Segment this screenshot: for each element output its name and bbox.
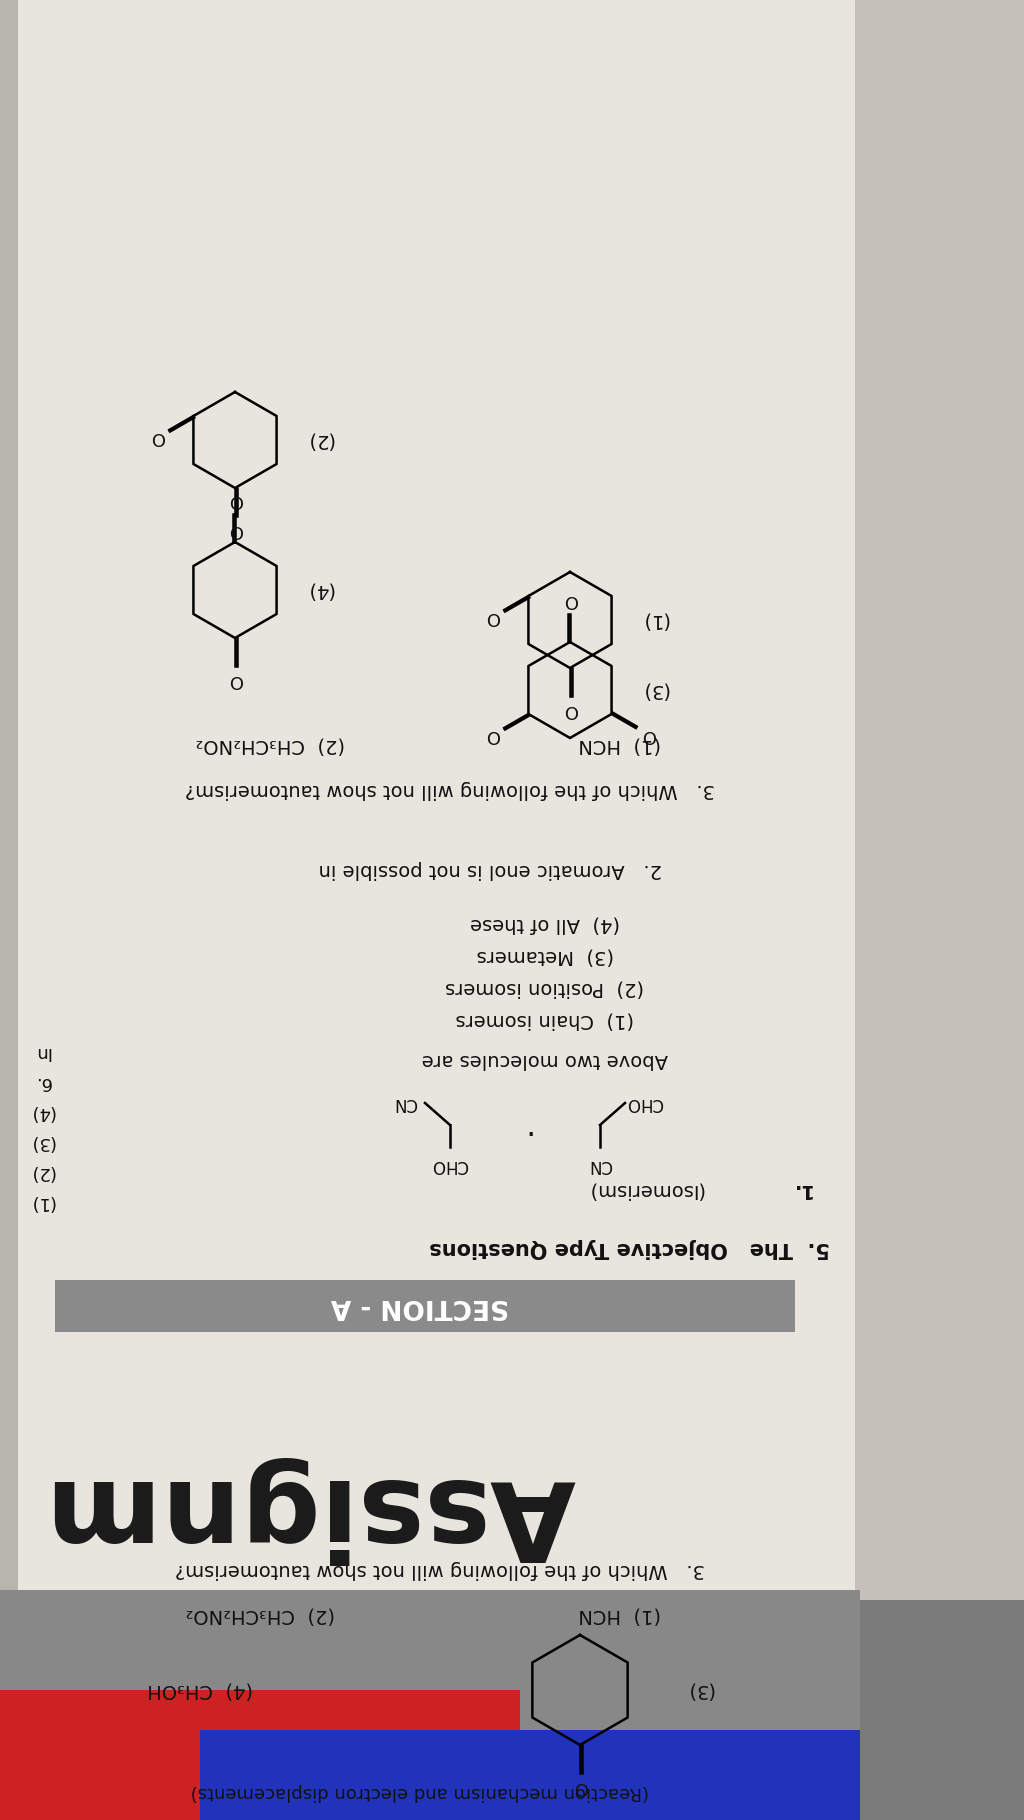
- Text: In: In: [34, 1043, 50, 1061]
- Text: 3.   Which of the following will not show tautomerism?: 3. Which of the following will not show …: [185, 781, 715, 799]
- Text: (2): (2): [306, 431, 334, 450]
- Text: (3): (3): [641, 681, 669, 699]
- Text: SECTION - A: SECTION - A: [331, 1292, 509, 1320]
- Text: CN: CN: [393, 1094, 417, 1112]
- Text: O: O: [228, 521, 242, 539]
- Text: (4)  CH₃OH: (4) CH₃OH: [147, 1680, 253, 1700]
- Text: CN: CN: [588, 1156, 612, 1174]
- Bar: [855, 0, 1024, 1600]
- Text: 2.   Aromatic enol is not possible in: 2. Aromatic enol is not possible in: [318, 861, 662, 879]
- Text: (2)  CH₃CH₂NO₂: (2) CH₃CH₂NO₂: [196, 735, 345, 755]
- Bar: [0, 1591, 860, 1820]
- Text: O: O: [228, 491, 242, 510]
- Text: O: O: [563, 592, 578, 610]
- Text: (2)  Position isomers: (2) Position isomers: [445, 979, 644, 997]
- Text: (3): (3): [30, 1134, 54, 1150]
- Text: Assignm: Assignm: [45, 1456, 575, 1563]
- Text: (1)  HCN: (1) HCN: [579, 1605, 662, 1625]
- Text: (Isomerism): (Isomerism): [587, 1181, 703, 1199]
- Text: O: O: [485, 608, 499, 626]
- Text: (1): (1): [30, 1192, 54, 1210]
- Text: (4): (4): [306, 581, 334, 599]
- Text: (3)  Metamers: (3) Metamers: [476, 946, 613, 965]
- Text: O: O: [228, 672, 242, 690]
- Text: O: O: [563, 701, 578, 719]
- Text: O: O: [150, 428, 164, 446]
- Text: 6.: 6.: [34, 1074, 50, 1090]
- Bar: [0, 0, 860, 1600]
- Bar: [200, 1731, 860, 1820]
- Text: 3.   Which of the following will not show tautomerism?: 3. Which of the following will not show …: [175, 1560, 706, 1580]
- Text: (2)  CH₃CH₂NO₂: (2) CH₃CH₂NO₂: [185, 1605, 335, 1625]
- Bar: [55, 1279, 795, 1332]
- Text: CHO: CHO: [431, 1156, 469, 1174]
- Text: (1)  Chain isomers: (1) Chain isomers: [456, 1010, 634, 1030]
- Text: (1)  HCN: (1) HCN: [579, 735, 662, 755]
- Text: O: O: [485, 726, 499, 744]
- Text: (2): (2): [30, 1163, 54, 1181]
- Text: Above two molecules are: Above two molecules are: [422, 1050, 668, 1070]
- Text: CHO: CHO: [627, 1094, 664, 1112]
- Bar: [0, 0, 18, 1600]
- Text: O: O: [641, 726, 655, 744]
- Text: (1): (1): [641, 610, 669, 630]
- Text: O: O: [573, 1778, 587, 1796]
- Text: 1.: 1.: [790, 1181, 811, 1199]
- Text: ·: ·: [520, 1116, 529, 1145]
- Bar: [0, 1691, 520, 1820]
- Text: (Reaction mechanism and electron displacements): (Reaction mechanism and electron displac…: [190, 1784, 649, 1802]
- Text: (3): (3): [686, 1680, 714, 1700]
- Text: (4)  All of these: (4) All of these: [470, 914, 620, 934]
- Text: (4): (4): [30, 1103, 54, 1121]
- Text: 5.  The   Objective Type Questions: 5. The Objective Type Questions: [430, 1238, 830, 1258]
